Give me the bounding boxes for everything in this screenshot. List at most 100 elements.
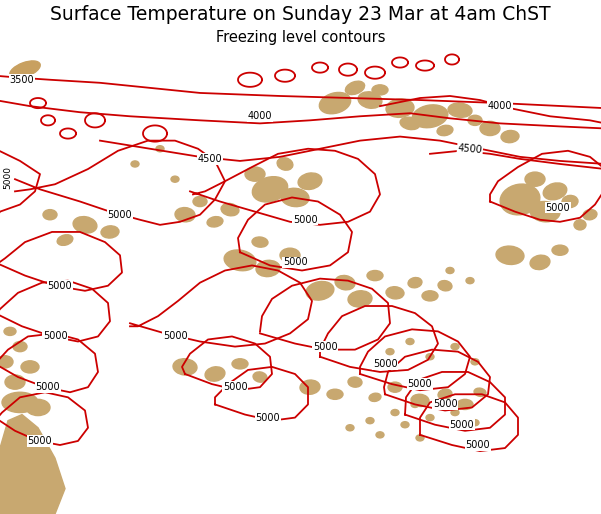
Ellipse shape: [348, 291, 372, 307]
Ellipse shape: [207, 216, 223, 227]
Ellipse shape: [386, 99, 414, 117]
Ellipse shape: [500, 184, 540, 215]
Ellipse shape: [10, 61, 40, 78]
Ellipse shape: [221, 204, 239, 216]
Ellipse shape: [376, 432, 384, 438]
Ellipse shape: [426, 415, 434, 420]
Ellipse shape: [0, 356, 13, 368]
Text: 3500: 3500: [10, 75, 34, 85]
Ellipse shape: [372, 85, 388, 95]
Ellipse shape: [408, 278, 422, 288]
Ellipse shape: [530, 255, 550, 270]
Ellipse shape: [471, 419, 479, 426]
Ellipse shape: [530, 201, 560, 222]
Text: 4000: 4000: [248, 111, 272, 121]
Text: 5000: 5000: [43, 332, 67, 341]
Ellipse shape: [386, 348, 394, 355]
Ellipse shape: [400, 117, 420, 130]
Ellipse shape: [232, 359, 248, 369]
Text: 5000: 5000: [163, 332, 188, 341]
Ellipse shape: [416, 435, 424, 441]
Text: Freezing level contours: Freezing level contours: [216, 30, 385, 45]
Ellipse shape: [346, 81, 365, 95]
Text: 5000: 5000: [313, 342, 337, 352]
Ellipse shape: [358, 92, 382, 108]
Ellipse shape: [391, 410, 399, 416]
Ellipse shape: [574, 220, 586, 230]
Ellipse shape: [501, 131, 519, 143]
Text: 5000: 5000: [4, 166, 13, 189]
Text: 5000: 5000: [108, 210, 132, 219]
Ellipse shape: [346, 425, 354, 431]
Ellipse shape: [474, 388, 486, 396]
Ellipse shape: [366, 417, 374, 424]
Text: 5000: 5000: [223, 382, 248, 392]
Text: 5000: 5000: [282, 258, 307, 267]
Ellipse shape: [457, 399, 473, 410]
Text: 5000: 5000: [466, 440, 490, 450]
Ellipse shape: [26, 399, 50, 416]
Ellipse shape: [73, 216, 97, 233]
Text: 5000: 5000: [546, 203, 570, 213]
Ellipse shape: [193, 196, 207, 207]
Ellipse shape: [406, 339, 414, 344]
Text: 5000: 5000: [450, 420, 474, 430]
Ellipse shape: [562, 195, 578, 208]
Ellipse shape: [438, 281, 452, 291]
Ellipse shape: [426, 354, 434, 360]
Ellipse shape: [298, 173, 322, 190]
Ellipse shape: [525, 172, 545, 186]
Ellipse shape: [252, 237, 268, 247]
Ellipse shape: [369, 393, 381, 401]
Ellipse shape: [57, 235, 73, 245]
Text: 5000: 5000: [255, 413, 280, 423]
Text: 5000: 5000: [373, 359, 397, 369]
Ellipse shape: [543, 183, 567, 200]
Ellipse shape: [224, 250, 256, 271]
Ellipse shape: [448, 103, 472, 117]
Ellipse shape: [446, 267, 454, 273]
Polygon shape: [0, 415, 65, 514]
Text: 4500: 4500: [198, 154, 222, 164]
Ellipse shape: [367, 270, 383, 281]
Ellipse shape: [480, 121, 500, 136]
Ellipse shape: [4, 327, 16, 336]
Ellipse shape: [496, 246, 524, 265]
Ellipse shape: [422, 291, 438, 301]
Ellipse shape: [156, 145, 164, 152]
Ellipse shape: [411, 401, 419, 408]
Ellipse shape: [21, 361, 39, 373]
Ellipse shape: [281, 188, 309, 207]
Text: 4000: 4000: [488, 101, 512, 111]
Text: 5000: 5000: [28, 436, 52, 446]
Text: 4500: 4500: [457, 143, 483, 155]
Ellipse shape: [327, 389, 343, 399]
Ellipse shape: [2, 392, 38, 413]
Ellipse shape: [245, 167, 265, 181]
Ellipse shape: [468, 115, 482, 125]
Text: Surface Temperature on Sunday 23 Mar at 4am ChST: Surface Temperature on Sunday 23 Mar at …: [50, 5, 551, 24]
Ellipse shape: [43, 210, 57, 220]
Ellipse shape: [205, 367, 225, 381]
Ellipse shape: [451, 343, 459, 350]
Ellipse shape: [335, 276, 355, 290]
Ellipse shape: [5, 375, 25, 389]
Ellipse shape: [583, 210, 597, 220]
Ellipse shape: [466, 278, 474, 284]
Ellipse shape: [438, 389, 452, 399]
Ellipse shape: [552, 245, 568, 255]
Ellipse shape: [277, 158, 293, 170]
Ellipse shape: [401, 421, 409, 428]
Ellipse shape: [252, 177, 288, 202]
Ellipse shape: [101, 226, 119, 238]
Ellipse shape: [306, 282, 334, 300]
Ellipse shape: [411, 394, 429, 407]
Ellipse shape: [171, 176, 179, 182]
Text: 5000: 5000: [407, 379, 432, 389]
Ellipse shape: [253, 372, 267, 382]
Ellipse shape: [388, 382, 402, 392]
Text: 5000: 5000: [433, 399, 457, 410]
Ellipse shape: [437, 125, 453, 136]
Ellipse shape: [175, 208, 195, 222]
Ellipse shape: [13, 341, 27, 352]
